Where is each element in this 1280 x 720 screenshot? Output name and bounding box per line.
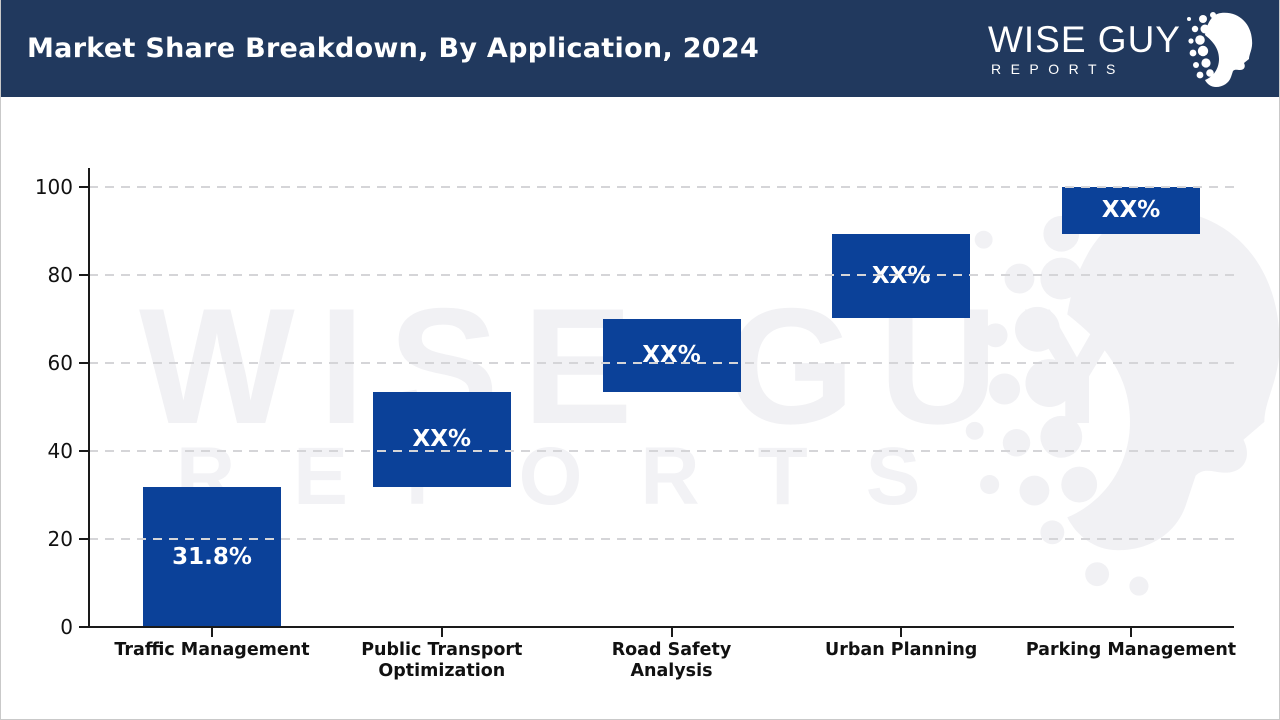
gridline-100 xyxy=(89,185,1234,188)
x-tick-mark-urban-planning xyxy=(900,628,903,637)
y-tick-mark-0 xyxy=(79,625,88,628)
x-category-label-line: Public Transport xyxy=(361,639,523,660)
x-tick-mark-public-transport-optimization xyxy=(440,628,443,637)
x-category-label-line: Traffic Management xyxy=(114,639,310,660)
logo-wordmark: WISE GUY xyxy=(987,19,1181,60)
x-tick-mark-traffic-management xyxy=(211,628,213,637)
bar-value-label-traffic-management: 31.8% xyxy=(172,543,252,570)
y-tick-label-100: 100 xyxy=(34,174,73,199)
x-category-label-line: Road Safety xyxy=(611,639,732,660)
y-tick-label-60: 60 xyxy=(47,350,73,375)
x-category-label-parking-management: Parking Management xyxy=(1011,640,1251,661)
y-tick-mark-20 xyxy=(79,537,88,540)
y-tick-mark-100 xyxy=(79,185,88,188)
bar-value-label-road-safety-analysis: XX% xyxy=(642,342,701,369)
x-category-label-line: Analysis xyxy=(630,660,713,681)
bar-parking-management: XX% xyxy=(1062,186,1200,234)
x-tick-mark-parking-management xyxy=(1130,628,1132,637)
bar-value-label-parking-management: XX% xyxy=(1101,197,1161,224)
wise-guy-logo: WISE GUY REPORTS xyxy=(988,7,1255,91)
gridline-60 xyxy=(89,361,1234,364)
x-category-label-urban-planning: Urban Planning xyxy=(781,640,1021,661)
x-category-label-line: Optimization xyxy=(378,660,506,681)
bar-value-label-urban-planning: XX% xyxy=(871,263,931,290)
x-category-label-road-safety-analysis: Road Safety Analysis xyxy=(552,640,792,682)
y-tick-label-80: 80 xyxy=(47,262,73,287)
x-category-label-line: Urban Planning xyxy=(825,639,978,660)
x-category-label-line: Parking Management xyxy=(1025,639,1237,660)
watermark-reports: REPORTS xyxy=(176,431,979,522)
logo-reports-label: REPORTS xyxy=(990,61,1125,77)
gridline-80 xyxy=(89,273,1234,276)
y-tick-label-20: 20 xyxy=(47,526,73,551)
bar-traffic-management: 31.8% xyxy=(143,486,281,627)
y-tick-label-0: 0 xyxy=(60,614,73,639)
gridline-40 xyxy=(89,449,1234,452)
bar-urban-planning: XX% xyxy=(832,233,971,319)
x-category-label-traffic-management: Traffic Management xyxy=(92,640,332,661)
y-tick-mark-80 xyxy=(79,273,88,276)
logo-head-icon xyxy=(1187,11,1253,87)
y-tick-mark-60 xyxy=(79,361,88,364)
logo-text: WISE GUY REPORTS xyxy=(988,21,1181,76)
y-tick-label-40: 40 xyxy=(47,438,73,463)
page-title: Market Share Breakdown, By Application, … xyxy=(27,33,760,64)
x-tick-mark-road-safety-analysis xyxy=(670,628,673,637)
y-tick-mark-40 xyxy=(79,449,88,452)
bar-value-label-public-transport-optimization: XX% xyxy=(412,426,472,453)
y-axis-line xyxy=(88,168,90,628)
header-bar: Market Share Breakdown, By Application, … xyxy=(1,0,1279,97)
bar-road-safety-analysis: XX% xyxy=(602,318,741,393)
bar-public-transport-optimization: XX% xyxy=(372,392,511,487)
watermark-head-icon xyxy=(965,202,1279,596)
x-category-label-public-transport-optimization: Public Transport Optimization xyxy=(322,640,562,682)
x-axis-line xyxy=(87,626,1234,628)
gridline-20 xyxy=(89,537,1234,540)
